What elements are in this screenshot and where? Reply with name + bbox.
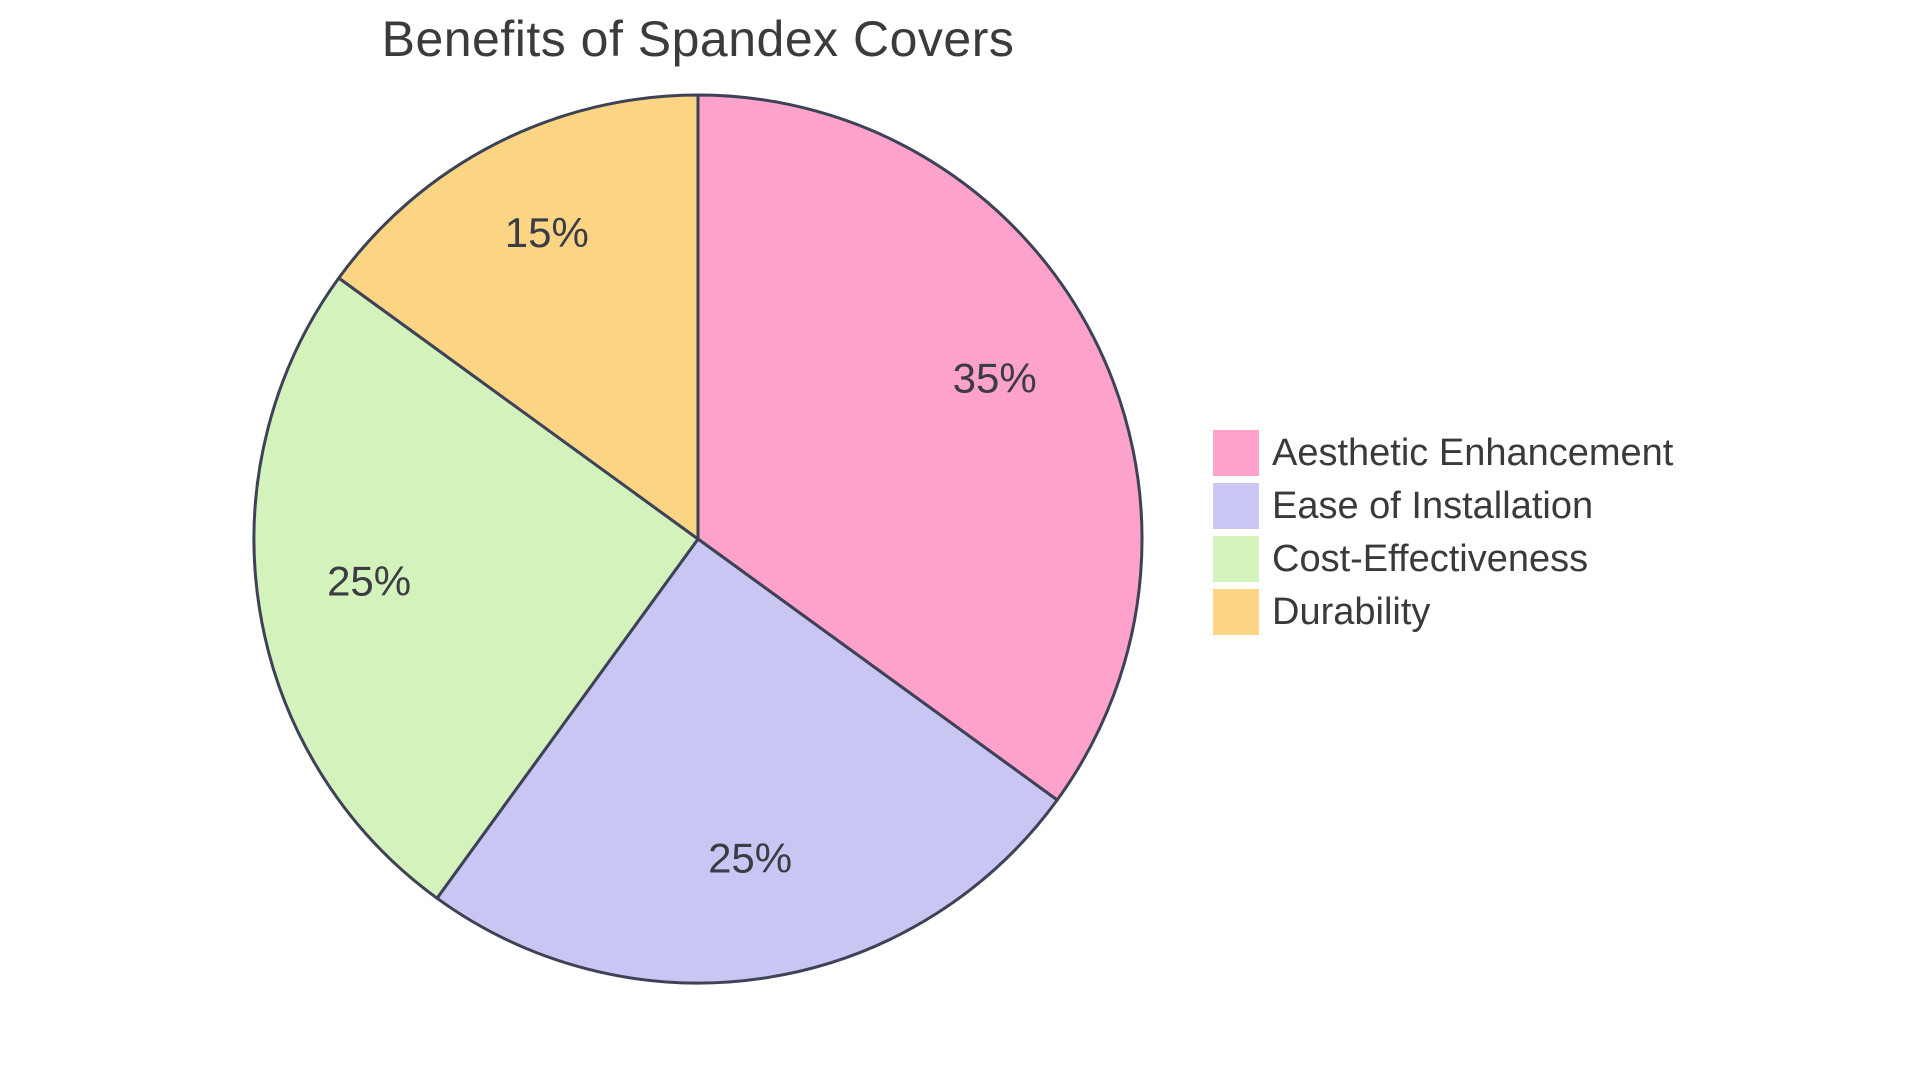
pie-slice-aesthetic-enhancement: [696, 93, 1144, 802]
legend-item-aesthetic-enhancement: Aesthetic Enhancement: [1213, 430, 1673, 476]
legend-swatch-icon: [1213, 483, 1259, 529]
pie-slice-ease-of-installation: [435, 537, 1059, 985]
pie-percent-label-cost-effectiveness: 25%: [327, 558, 411, 605]
pie-percent-label-aesthetic-enhancement: 35%: [953, 354, 1037, 401]
chart-legend: Aesthetic Enhancement Ease of Installatio…: [1213, 430, 1673, 635]
legend-label: Cost-Effectiveness: [1272, 538, 1589, 580]
pie-percent-label-ease-of-installation: 25%: [708, 834, 792, 881]
chart-title: Benefits of Spandex Covers: [381, 11, 1015, 67]
pie-slice-durability: [337, 93, 700, 541]
legend-label: Ease of Installation: [1272, 485, 1594, 527]
legend-swatch-icon: [1213, 536, 1259, 582]
pie-percent-label-durability: 15%: [505, 209, 589, 256]
legend-item-cost-effectiveness: Cost-Effectiveness: [1213, 536, 1673, 582]
pie-slice-cost-effectiveness: [252, 276, 700, 900]
legend-item-ease-of-installation: Ease of Installation: [1213, 483, 1673, 529]
legend-label: Durability: [1272, 591, 1431, 633]
legend-label: Aesthetic Enhancement: [1272, 432, 1674, 474]
legend-swatch-icon: [1213, 430, 1259, 476]
legend-swatch-icon: [1213, 589, 1259, 635]
legend-item-durability: Durability: [1213, 589, 1673, 635]
